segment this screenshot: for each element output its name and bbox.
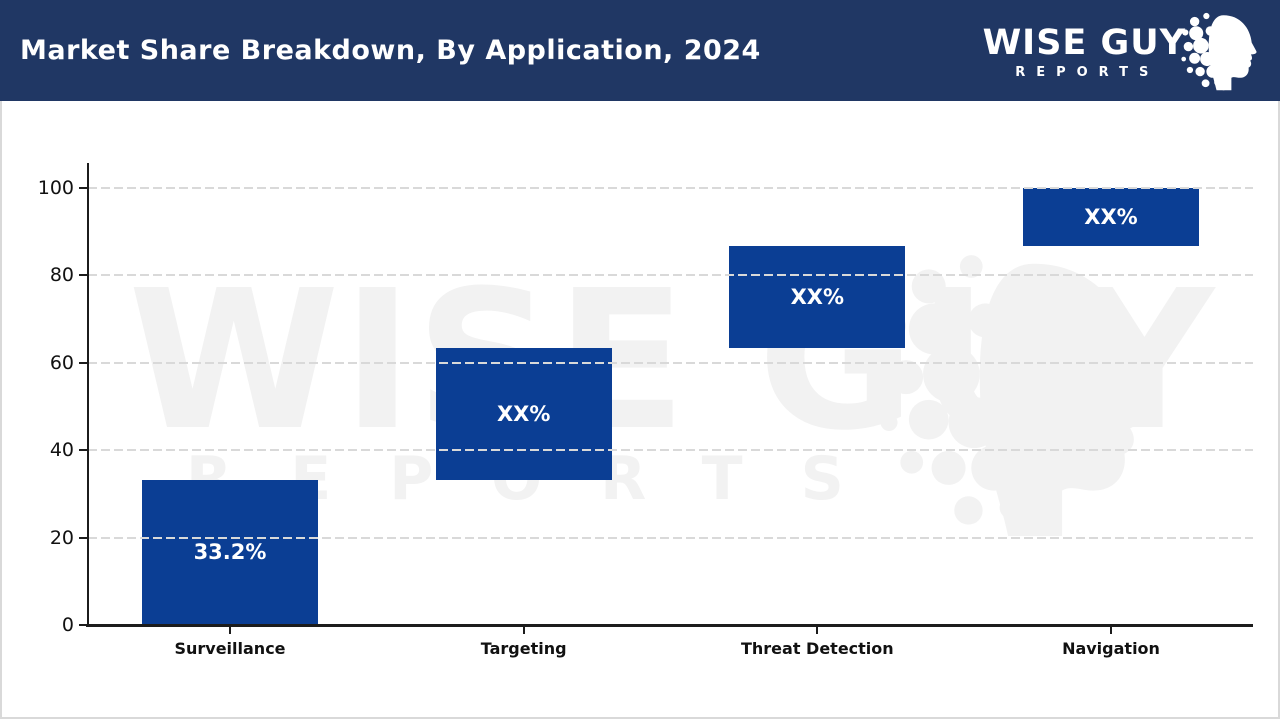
y-axis-tick-label: 20	[49, 526, 74, 549]
x-axis-category-label: Navigation	[1062, 639, 1160, 658]
wise-guy-logo: WISE GUY REPORTS	[983, 8, 1268, 96]
bar-value-label: XX%	[496, 401, 551, 426]
x-tick-mark	[522, 625, 525, 634]
y-tick-mark	[79, 186, 88, 189]
y-tick-mark	[79, 449, 88, 451]
x-tick-mark	[816, 625, 819, 634]
x-tick-mark	[229, 625, 231, 634]
bar-segment: 33.2%	[142, 479, 318, 625]
y-gridline	[88, 536, 1253, 539]
y-gridline	[88, 361, 1253, 364]
x-axis-category-label: Targeting	[480, 639, 567, 658]
y-axis-line	[87, 163, 89, 627]
y-tick-mark	[79, 361, 88, 364]
y-gridline	[88, 449, 1253, 451]
x-axis-line	[86, 624, 1253, 627]
header-bar: Market Share Breakdown, By Application, …	[0, 0, 1280, 101]
bar-segment: XX%	[1023, 187, 1199, 247]
y-axis-tick-label: 60	[49, 351, 74, 374]
x-tick-mark	[1110, 625, 1112, 634]
x-axis-category-label: Threat Detection	[740, 639, 894, 658]
y-axis-tick-label: 100	[37, 176, 74, 199]
page-title: Market Share Breakdown, By Application, …	[20, 35, 761, 66]
bar-value-label: 33.2%	[193, 540, 267, 565]
y-tick-mark	[79, 536, 88, 539]
logo-subtitle: REPORTS	[1015, 65, 1160, 80]
x-axis-category-label: Surveillance	[174, 639, 286, 658]
y-axis-tick-label: 40	[49, 439, 74, 461]
y-axis-tick-label: 0	[61, 614, 74, 636]
bar-value-label: XX%	[1084, 204, 1138, 229]
bar-value-label: XX%	[790, 284, 845, 309]
y-tick-mark	[79, 624, 88, 626]
y-gridline	[88, 186, 1253, 189]
bar-segment: XX%	[729, 246, 906, 348]
logo-head-icon	[1176, 9, 1268, 95]
logo-wordmark: WISE GUY	[982, 23, 1186, 63]
y-axis-tick-label: 80	[49, 264, 74, 286]
y-gridline	[88, 274, 1253, 276]
y-tick-mark	[79, 274, 88, 276]
bar-segment: XX%	[435, 347, 612, 480]
logo-text: WISE GUY REPORTS	[983, 24, 1186, 80]
